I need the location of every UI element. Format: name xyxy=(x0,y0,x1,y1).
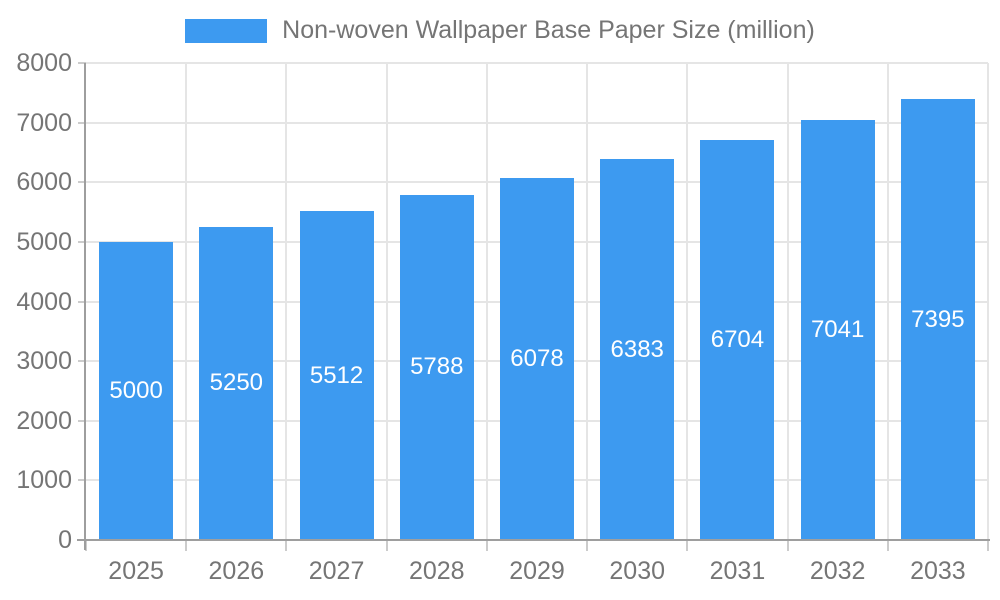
bar-2025[interactable]: 5000 xyxy=(99,241,174,540)
bar-2031[interactable]: 6704 xyxy=(700,140,775,540)
y-tick-label: 0 xyxy=(58,526,72,554)
gridline-vertical xyxy=(485,63,488,540)
y-axis-tick xyxy=(78,300,86,303)
y-axis-tick xyxy=(78,419,86,422)
x-tick-label: 2025 xyxy=(108,557,164,585)
x-tick-label: 2028 xyxy=(408,557,465,585)
bar-value-label: 6383 xyxy=(610,335,664,363)
x-tick-label: 2032 xyxy=(809,557,866,585)
x-axis-tick xyxy=(586,541,589,551)
gridline-vertical xyxy=(385,63,388,540)
y-axis-tick xyxy=(78,360,86,363)
bar-2027[interactable]: 5512 xyxy=(299,211,374,540)
x-axis-tick xyxy=(285,541,288,551)
plot-area: 5000 5250 5512 5788 6078 6383 6704 7041 7395 xyxy=(86,62,989,540)
y-axis-tick xyxy=(78,62,86,64)
bar-2030[interactable]: 6383 xyxy=(600,159,675,540)
bar-value-label: 5512 xyxy=(309,361,364,389)
legend-item[interactable]: Non-woven Wallpaper Base Paper Size (mil… xyxy=(185,16,815,45)
legend-label: Non-woven Wallpaper Base Paper Size (mil… xyxy=(282,16,815,44)
bar-2028[interactable]: 5788 xyxy=(399,194,474,540)
x-axis-tick xyxy=(185,541,188,551)
x-axis-line xyxy=(77,539,990,541)
x-axis-tick xyxy=(385,541,388,551)
bar-2033[interactable]: 7395 xyxy=(900,99,975,540)
y-axis-line xyxy=(84,63,86,550)
y-axis-tick xyxy=(78,181,86,184)
x-axis-tick xyxy=(686,541,689,551)
x-tick-label: 2027 xyxy=(308,557,365,585)
y-tick-label: 4000 xyxy=(16,287,72,316)
y-tick-label: 8000 xyxy=(16,49,72,77)
x-tick-label: 2030 xyxy=(609,557,666,585)
bar-value-label: 7395 xyxy=(911,305,965,333)
gridline-vertical xyxy=(786,63,789,540)
x-tick-label: 2031 xyxy=(709,557,766,585)
bar-value-label: 5000 xyxy=(109,376,163,404)
bar-2032[interactable]: 7041 xyxy=(800,120,875,540)
gridline-vertical xyxy=(886,63,889,540)
y-tick-label: 5000 xyxy=(16,227,72,256)
gridline-vertical xyxy=(686,63,689,540)
y-axis-tick xyxy=(78,121,86,124)
y-axis-tick xyxy=(78,240,86,243)
bar-value-label: 5250 xyxy=(209,369,264,397)
y-tick-label: 7000 xyxy=(16,108,72,137)
bar-value-label: 7041 xyxy=(810,316,865,344)
bar-value-label: 6078 xyxy=(510,344,564,372)
x-tick-label: 2029 xyxy=(509,557,565,585)
x-axis-tick xyxy=(485,541,488,551)
x-axis-tick xyxy=(786,541,789,551)
gridline-vertical xyxy=(285,63,288,540)
gridline-horizontal xyxy=(86,62,988,64)
gridline-vertical xyxy=(185,63,188,540)
y-tick-label: 3000 xyxy=(16,347,72,376)
gridline-horizontal xyxy=(86,121,988,124)
bar-2029[interactable]: 6078 xyxy=(500,177,574,540)
x-axis-tick xyxy=(886,541,889,551)
bar-value-label: 5788 xyxy=(410,353,464,381)
gridline-vertical xyxy=(586,63,589,540)
x-tick-label: 2033 xyxy=(910,557,966,585)
x-axis-tick xyxy=(987,541,989,551)
y-tick-label: 1000 xyxy=(16,466,72,495)
legend-color-swatch xyxy=(185,18,268,43)
x-axis-tick xyxy=(85,541,87,551)
y-axis-tick xyxy=(78,479,86,482)
y-tick-label: 2000 xyxy=(16,406,72,435)
bar-value-label: 6704 xyxy=(710,326,765,354)
gridline-vertical xyxy=(987,63,989,540)
x-tick-label: 2026 xyxy=(208,557,265,585)
y-tick-label: 6000 xyxy=(16,168,72,197)
bar-2026[interactable]: 5250 xyxy=(199,226,274,540)
legend: Non-woven Wallpaper Base Paper Size (mil… xyxy=(0,16,1000,45)
